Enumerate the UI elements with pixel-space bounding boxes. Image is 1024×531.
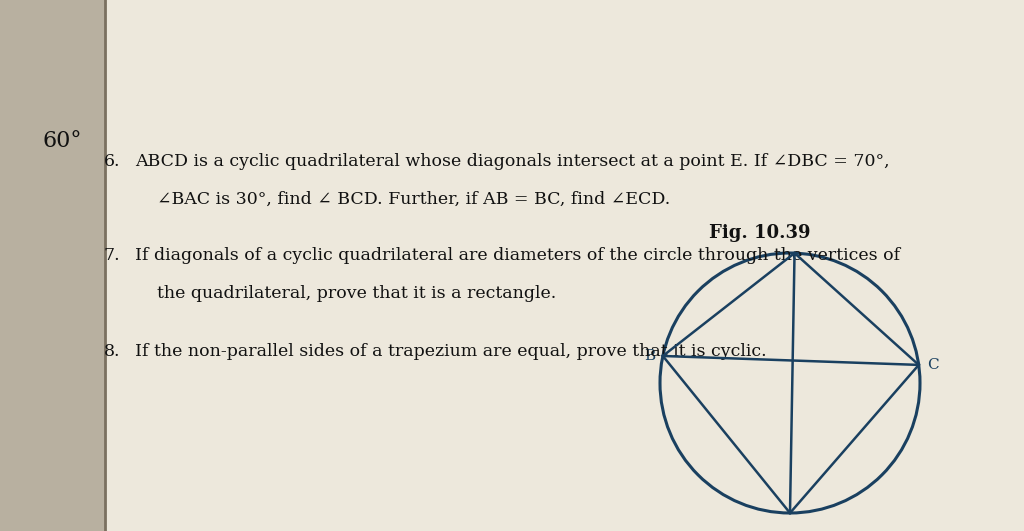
Bar	[0, 0, 105, 531]
Text: 7.: 7.	[103, 247, 120, 264]
Text: If diagonals of a cyclic quadrilateral are diameters of the circle through the v: If diagonals of a cyclic quadrilateral a…	[135, 247, 900, 264]
Text: 60°: 60°	[42, 130, 82, 152]
Text: 6.: 6.	[103, 152, 120, 169]
Text: B: B	[644, 349, 654, 363]
Text: If the non-parallel sides of a trapezium are equal, prove that it is cyclic.: If the non-parallel sides of a trapezium…	[135, 342, 767, 359]
Text: Fig. 10.39: Fig. 10.39	[710, 224, 811, 242]
Text: ABCD is a cyclic quadrilateral whose diagonals intersect at a point E. If ∠DBC =: ABCD is a cyclic quadrilateral whose dia…	[135, 152, 890, 169]
Text: ∠BAC is 30°, find ∠ BCD. Further, if AB = BC, find ∠ECD.: ∠BAC is 30°, find ∠ BCD. Further, if AB …	[135, 191, 671, 208]
Text: C: C	[927, 358, 938, 372]
Text: the quadrilateral, prove that it is a rectangle.: the quadrilateral, prove that it is a re…	[135, 286, 556, 303]
Text: 8.: 8.	[103, 342, 120, 359]
